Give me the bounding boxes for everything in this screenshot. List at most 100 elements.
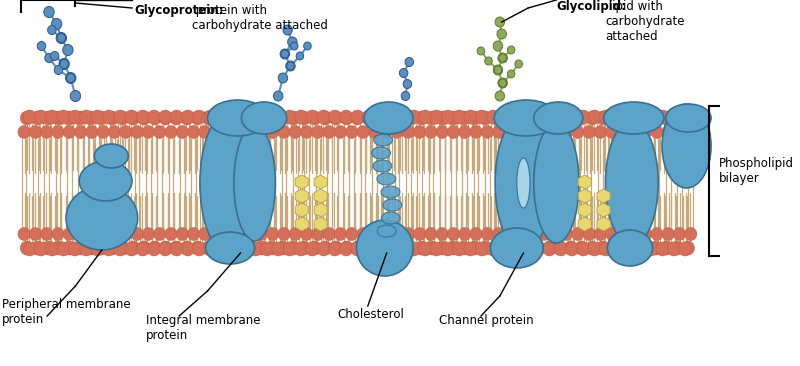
Circle shape [31,111,44,125]
Circle shape [328,110,342,124]
Circle shape [63,241,76,255]
Circle shape [198,228,211,240]
Circle shape [504,228,516,240]
Circle shape [606,126,618,138]
Circle shape [278,126,290,138]
Circle shape [148,111,162,125]
Circle shape [639,126,652,138]
Circle shape [478,241,492,255]
Circle shape [244,126,256,138]
Ellipse shape [79,161,132,201]
Circle shape [510,241,524,255]
Circle shape [52,126,64,138]
Circle shape [618,241,630,255]
Circle shape [176,126,188,138]
Circle shape [330,111,342,125]
Circle shape [165,228,177,240]
Circle shape [301,126,313,138]
Ellipse shape [377,173,396,185]
Circle shape [191,111,204,125]
Circle shape [522,111,534,125]
Circle shape [340,111,354,125]
Circle shape [59,59,70,70]
Circle shape [57,110,70,124]
Circle shape [286,61,295,71]
Circle shape [379,228,392,240]
Circle shape [202,241,214,255]
Circle shape [249,242,262,256]
Circle shape [212,241,226,255]
Circle shape [266,126,278,138]
Circle shape [334,126,346,138]
Circle shape [596,241,610,255]
Circle shape [374,110,386,124]
Circle shape [102,110,115,124]
Circle shape [42,111,55,125]
Circle shape [283,110,296,124]
Circle shape [509,110,522,124]
Circle shape [407,242,421,256]
Ellipse shape [603,102,664,134]
Circle shape [656,110,669,124]
Circle shape [500,241,514,255]
Circle shape [572,126,584,138]
Polygon shape [295,203,308,217]
Circle shape [495,17,505,27]
Ellipse shape [494,100,558,136]
Circle shape [509,242,522,256]
Circle shape [191,241,204,255]
Circle shape [436,228,448,240]
Circle shape [165,126,177,138]
Circle shape [120,228,132,240]
Ellipse shape [662,104,711,188]
Circle shape [458,111,470,125]
Circle shape [147,242,161,256]
Circle shape [436,111,450,125]
Circle shape [86,228,98,240]
Polygon shape [314,175,327,189]
Circle shape [52,228,64,240]
Circle shape [346,126,358,138]
Circle shape [453,242,466,256]
Circle shape [515,126,527,138]
Circle shape [606,228,618,240]
Ellipse shape [490,228,543,268]
Circle shape [396,110,410,124]
Circle shape [577,242,590,256]
Circle shape [498,110,511,124]
Circle shape [278,73,288,83]
Circle shape [131,126,143,138]
Circle shape [583,228,595,240]
Circle shape [402,228,414,240]
Polygon shape [578,175,591,189]
Circle shape [301,228,313,240]
Circle shape [272,242,285,256]
Circle shape [193,110,206,124]
Circle shape [667,110,681,124]
Circle shape [372,111,386,125]
Circle shape [405,57,414,67]
Circle shape [543,242,556,256]
Circle shape [634,110,646,124]
Circle shape [319,241,332,255]
Circle shape [142,126,154,138]
Circle shape [23,110,36,124]
Ellipse shape [607,230,653,266]
Circle shape [91,242,104,256]
Circle shape [212,111,226,125]
Circle shape [430,242,443,256]
Circle shape [426,241,438,255]
Circle shape [289,126,302,138]
Circle shape [281,50,289,58]
Circle shape [170,110,183,124]
Circle shape [120,126,132,138]
Circle shape [136,242,150,256]
Circle shape [594,228,606,240]
Circle shape [477,47,485,55]
Circle shape [306,242,319,256]
Circle shape [38,41,46,51]
Circle shape [670,241,684,255]
Circle shape [138,111,150,125]
Circle shape [261,110,274,124]
Circle shape [223,111,236,125]
